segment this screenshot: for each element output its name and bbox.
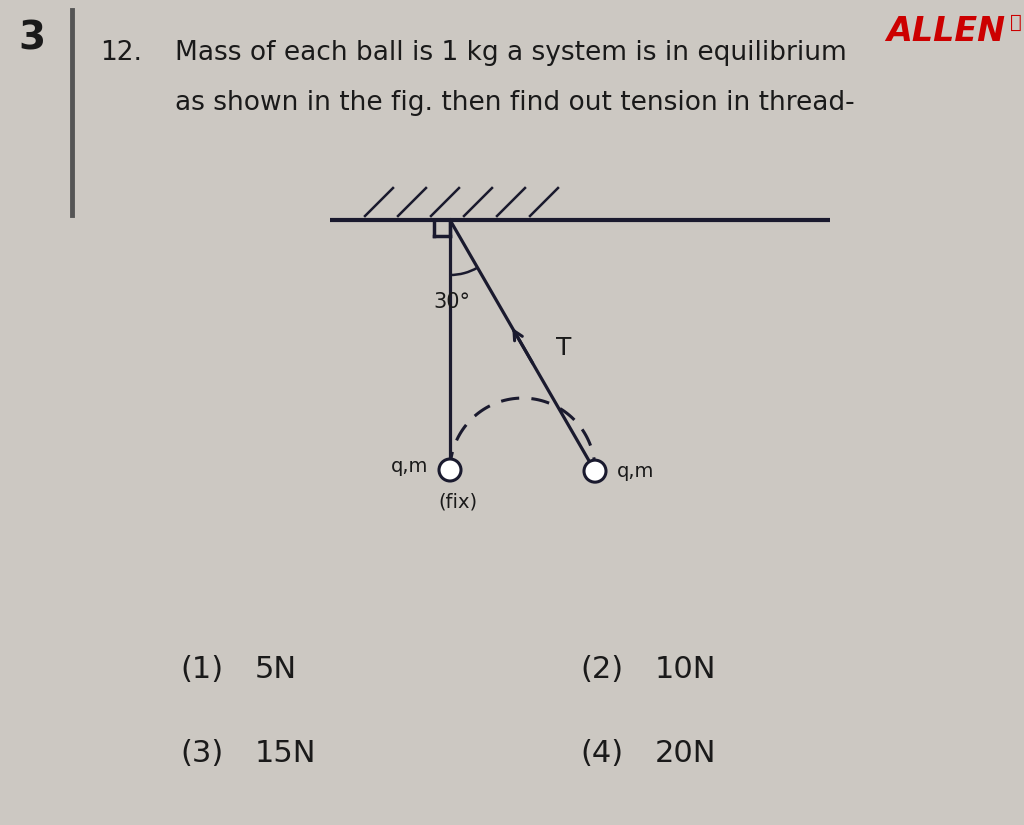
Text: (2): (2): [580, 656, 624, 685]
Text: as shown in the fig. then find out tension in thread-: as shown in the fig. then find out tensi…: [175, 90, 855, 116]
Text: q,m: q,m: [390, 456, 428, 475]
Text: 12.: 12.: [100, 40, 142, 66]
Text: 3: 3: [18, 20, 45, 58]
Circle shape: [584, 460, 606, 482]
Text: ALLEN: ALLEN: [886, 15, 1005, 48]
Text: (4): (4): [580, 738, 624, 767]
Text: Mass of each ball is 1 kg a system is in equilibrium: Mass of each ball is 1 kg a system is in…: [175, 40, 847, 66]
Text: (fix): (fix): [438, 492, 477, 511]
Circle shape: [439, 459, 461, 481]
Text: (1): (1): [180, 656, 223, 685]
Text: 30°: 30°: [433, 292, 470, 313]
Text: 10N: 10N: [655, 656, 717, 685]
Text: 5N: 5N: [255, 656, 297, 685]
Text: 20N: 20N: [655, 738, 717, 767]
Text: (3): (3): [180, 738, 223, 767]
Text: q,m: q,m: [617, 462, 654, 481]
Text: 15N: 15N: [255, 738, 316, 767]
Text: Ⓡ: Ⓡ: [1010, 13, 1022, 32]
Text: T: T: [556, 336, 571, 360]
